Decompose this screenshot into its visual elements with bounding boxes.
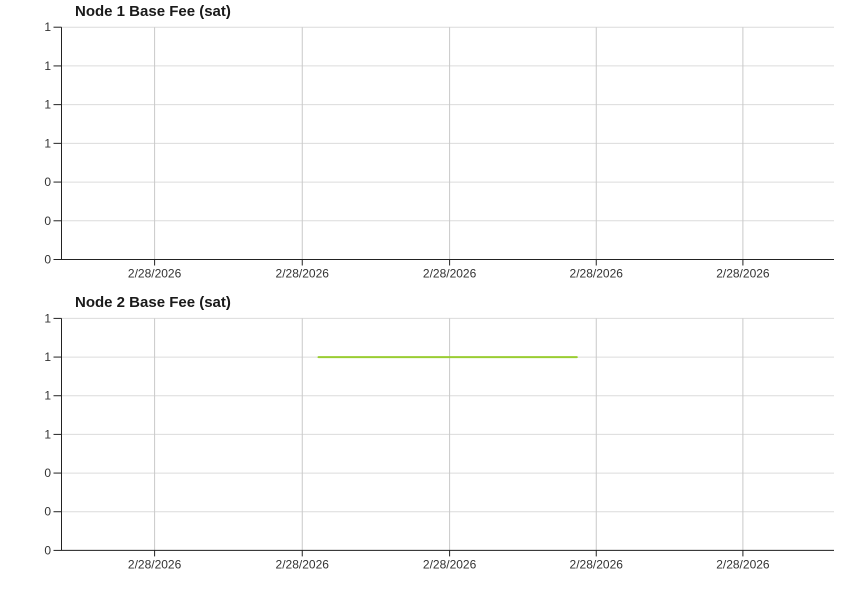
svg-text:0: 0: [44, 175, 51, 189]
svg-text:0: 0: [44, 466, 51, 480]
svg-text:1: 1: [44, 427, 51, 441]
svg-text:1: 1: [44, 311, 51, 325]
svg-text:1: 1: [44, 350, 51, 364]
svg-text:2/28/2026: 2/28/2026: [423, 557, 477, 571]
svg-text:0: 0: [44, 505, 51, 519]
svg-text:2/28/2026: 2/28/2026: [276, 557, 330, 571]
svg-text:1: 1: [44, 59, 51, 73]
svg-text:2/28/2026: 2/28/2026: [276, 267, 330, 281]
svg-text:1: 1: [44, 389, 51, 403]
svg-text:2/28/2026: 2/28/2026: [716, 267, 770, 281]
svg-text:2/28/2026: 2/28/2026: [128, 267, 182, 281]
svg-text:0: 0: [44, 214, 51, 228]
svg-text:2/28/2026: 2/28/2026: [716, 557, 770, 571]
svg-text:1: 1: [44, 20, 51, 34]
svg-text:1: 1: [44, 98, 51, 112]
svg-text:0: 0: [44, 543, 51, 557]
svg-text:2/28/2026: 2/28/2026: [570, 267, 624, 281]
svg-text:2/28/2026: 2/28/2026: [423, 267, 477, 281]
svg-text:1: 1: [44, 136, 51, 150]
svg-text:0: 0: [44, 253, 51, 267]
svg-text:2/28/2026: 2/28/2026: [128, 557, 182, 571]
svg-text:2/28/2026: 2/28/2026: [570, 557, 624, 571]
